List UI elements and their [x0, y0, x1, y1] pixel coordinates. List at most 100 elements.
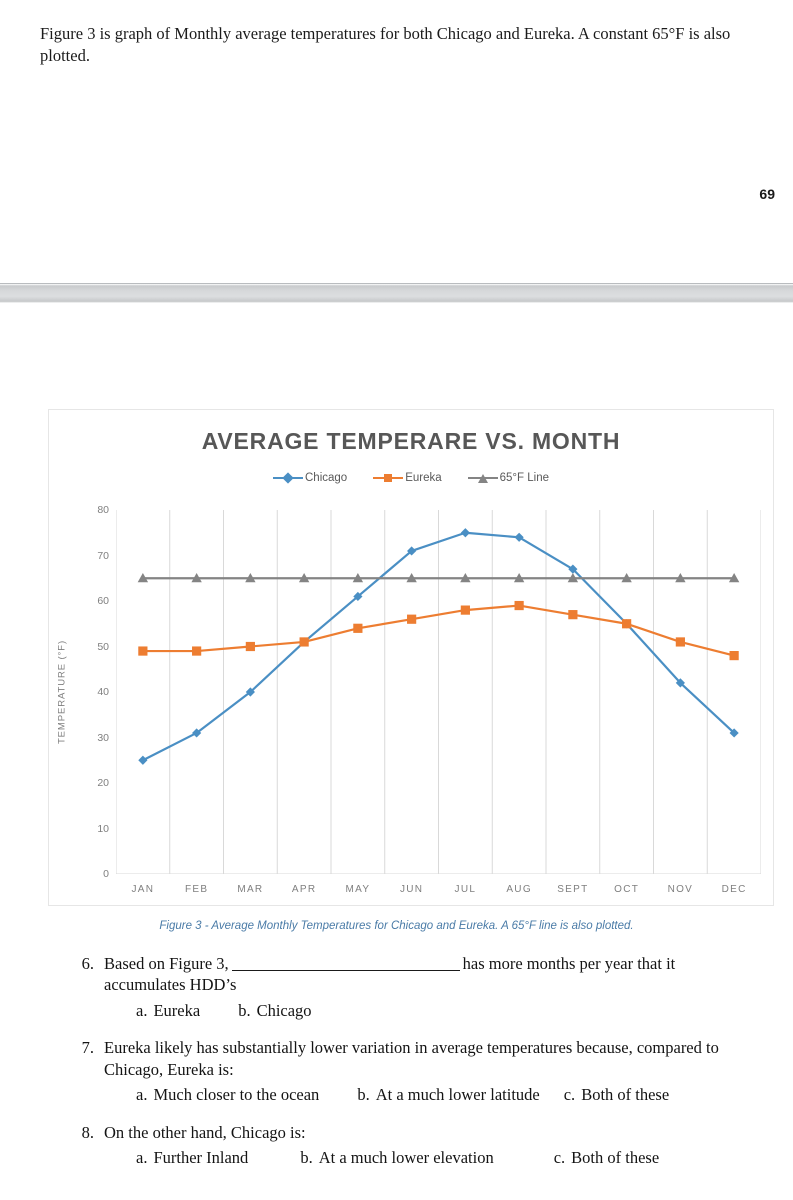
data-point-marker — [460, 605, 470, 615]
legend-swatch-triangle-icon — [467, 472, 498, 484]
question-number: 6. — [81, 954, 94, 973]
data-point-marker — [513, 573, 525, 583]
answer-option-text: Chicago — [256, 1000, 312, 1020]
answer-option-label: a. — [136, 1148, 148, 1168]
y-axis-tick-label: 10 — [97, 822, 109, 835]
x-axis-tick-label: JUL — [454, 884, 477, 895]
question-text: On the other hand, Chicago is: — [104, 1122, 306, 1142]
question-options: a. Eureka b. Chicago — [136, 1000, 741, 1021]
data-point-marker — [298, 573, 310, 583]
answer-option[interactable]: b. Chicago — [238, 1000, 311, 1021]
x-axis-tick-label: SEPT — [557, 884, 589, 895]
y-axis-tick-label: 0 — [103, 868, 109, 880]
answer-option[interactable]: a. Further Inland — [136, 1147, 248, 1168]
answer-option-label: b. — [300, 1148, 313, 1168]
answer-option-text: Both of these — [581, 1085, 670, 1105]
data-point-marker — [245, 641, 255, 652]
answer-option[interactable]: a. Much closer to the ocean — [136, 1084, 319, 1105]
data-point-marker — [729, 651, 739, 661]
y-axis-title: TEMPERATURE (°F) — [56, 639, 68, 745]
series-65-f-line — [137, 573, 740, 583]
answer-option-text: At a much lower elevation — [318, 1148, 494, 1168]
y-axis-tick-label: 40 — [97, 686, 109, 698]
data-point-marker — [407, 546, 417, 556]
answer-option[interactable]: b. At a much lower elevation — [300, 1147, 493, 1168]
question-options: a. Further Inland b. At a much lower elevat… — [136, 1147, 741, 1168]
figure-caption: Figure 3 - Average Monthly Temperatures … — [159, 920, 634, 932]
data-point-marker — [407, 614, 417, 624]
question-body: Based on Figure 3, has more months per ye… — [104, 953, 741, 1021]
data-point-marker — [675, 637, 685, 647]
data-point-marker — [514, 600, 524, 611]
data-point-marker — [138, 646, 148, 656]
data-point-marker — [353, 591, 363, 602]
question-text: Eureka likely has substantially lower va… — [104, 1038, 719, 1079]
question-item: 7. Eureka likely has substantially lower … — [0, 1037, 793, 1105]
answer-option-label: b. — [357, 1085, 370, 1105]
question-item: 6. Based on Figure 3, has more months per … — [0, 953, 793, 1021]
answer-option-label: c. — [553, 1148, 566, 1168]
x-axis-tick-label: DEC — [721, 884, 747, 895]
y-axis-tick-label: 70 — [97, 549, 109, 562]
data-point-marker — [514, 532, 524, 542]
legend-label: Chicago — [305, 472, 348, 484]
data-point-marker — [675, 678, 685, 688]
data-point-marker — [352, 573, 364, 583]
answer-option-text: At a much lower latitude — [375, 1085, 540, 1105]
question-text-continued: has more months per year that it accumul… — [104, 954, 676, 995]
answer-option[interactable]: c. Both of these — [564, 1084, 669, 1105]
answer-option[interactable]: b. At a much lower latitude — [357, 1084, 539, 1105]
chart-container: AVERAGE TEMPERARE VS. MONTH Chicago Eurek… — [48, 409, 774, 906]
question-body: On the other hand, Chicago is: a. Further … — [104, 1122, 741, 1169]
plot-area: 80 70 60 50 40 30 20 10 0 TEMPERATURE (°F) JAN FEB M… — [57, 504, 761, 895]
y-axis-tick-label: 20 — [97, 777, 109, 789]
legend-swatch-diamond-icon — [273, 472, 303, 484]
question-number: 7. — [81, 1038, 94, 1058]
question-item: 8. On the other hand, Chicago is: a. Furthe… — [0, 1122, 793, 1169]
data-point-marker — [192, 646, 202, 656]
data-point-marker — [729, 728, 739, 738]
data-point-marker — [137, 573, 149, 583]
chart-legend: Chicago Eureka 65°F Line — [49, 472, 773, 484]
legend-item-eureka[interactable]: Eureka — [373, 472, 442, 484]
data-point-marker — [245, 687, 255, 697]
answer-option-text: Much closer to the ocean — [153, 1085, 320, 1105]
data-point-marker — [460, 528, 470, 538]
data-point-marker — [728, 573, 740, 583]
section-divider — [0, 283, 793, 303]
y-axis-tick-label: 80 — [97, 504, 109, 516]
answer-option[interactable]: a. Eureka — [136, 1000, 200, 1021]
legend-swatch-square-icon — [373, 472, 404, 484]
x-axis-tick-label: JUN — [399, 884, 424, 895]
data-point-marker — [191, 573, 202, 583]
answer-option[interactable]: c. Both of these — [554, 1147, 659, 1168]
y-axis-tick-label: 50 — [97, 640, 109, 653]
x-axis-tick-label: NOV — [667, 884, 694, 895]
chart-title: AVERAGE TEMPERARE VS. MONTH — [201, 428, 621, 454]
answer-option-text: Further Inland — [153, 1148, 249, 1168]
answer-blank[interactable] — [231, 970, 460, 971]
legend-item-65-f-line[interactable]: 65°F Line — [467, 472, 549, 484]
data-point-marker — [675, 573, 686, 583]
x-axis-tick-label: JAN — [131, 884, 155, 895]
data-point-marker — [568, 564, 578, 574]
question-options: a. Much closer to the ocean b. At a much lo… — [136, 1084, 741, 1105]
legend-item-chicago[interactable]: Chicago — [273, 472, 347, 484]
series-line — [141, 531, 736, 762]
question-text: Based on Figure 3, — [104, 954, 229, 973]
x-axis-tick-label: MAY — [345, 884, 371, 895]
intro-paragraph: Figure 3 is graph of Monthly average tem… — [40, 23, 731, 65]
x-axis-tick-label: MAR — [237, 884, 264, 895]
data-point-marker — [567, 573, 579, 583]
question-body: Eureka likely has substantially lower va… — [104, 1037, 741, 1105]
answer-option-label: a. — [136, 1000, 148, 1020]
data-point-marker — [460, 573, 471, 583]
y-axis-tick-label: 60 — [97, 595, 109, 607]
series-line — [141, 604, 736, 657]
data-point-marker — [406, 573, 417, 583]
plot-svg — [116, 510, 761, 874]
answer-option-text: Both of these — [571, 1148, 660, 1168]
series-eureka — [138, 600, 739, 661]
y-axis-tick-label: 30 — [97, 731, 109, 744]
answer-option-label: c. — [563, 1085, 576, 1105]
